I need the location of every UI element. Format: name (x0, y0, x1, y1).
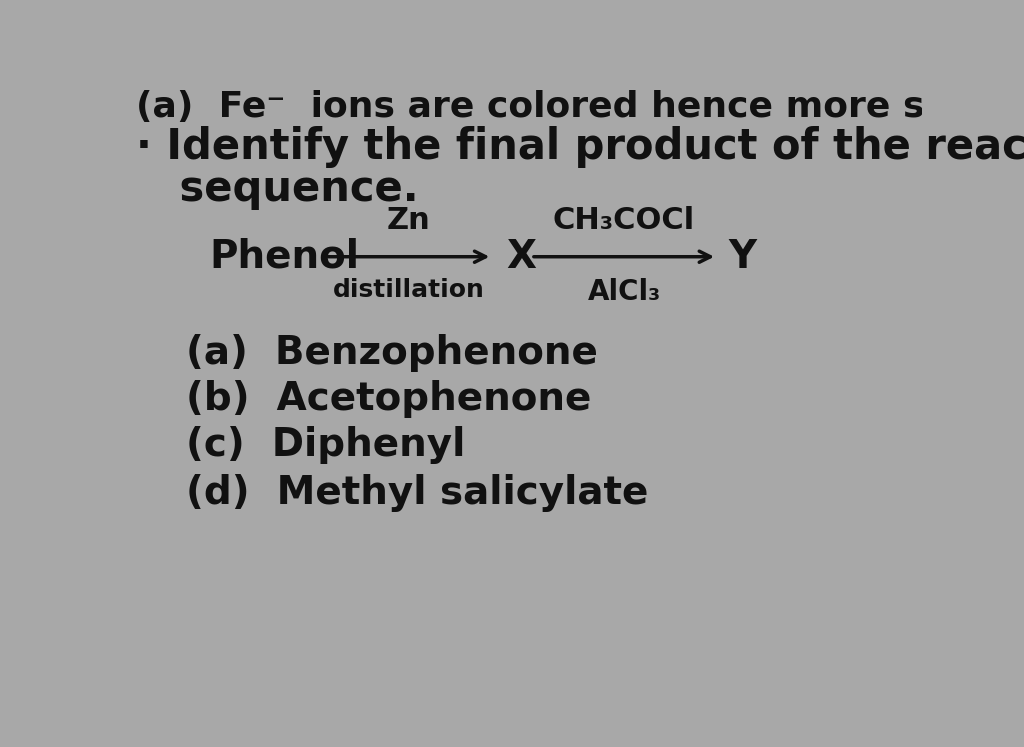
Text: (a)  Fe⁻  ions are colored hence more stab: (a) Fe⁻ ions are colored hence more stab (136, 90, 992, 124)
Text: (b)  Acetophenone: (b) Acetophenone (186, 380, 592, 418)
Text: Zn: Zn (387, 206, 431, 235)
Text: (d)  Methyl salicylate: (d) Methyl salicylate (186, 474, 648, 512)
Text: sequence.: sequence. (136, 168, 419, 210)
Text: Phenol: Phenol (209, 238, 359, 276)
Text: AlCl₃: AlCl₃ (588, 279, 660, 306)
Text: distillation: distillation (333, 279, 485, 303)
Text: (c)  Diphenyl: (c) Diphenyl (186, 426, 466, 464)
Text: X: X (506, 238, 537, 276)
Text: Y: Y (729, 238, 757, 276)
Text: (a)  Benzophenone: (a) Benzophenone (186, 334, 598, 372)
Text: CH₃COCl: CH₃COCl (553, 206, 695, 235)
Text: · Identify the final product of the react: · Identify the final product of the reac… (136, 125, 1024, 168)
